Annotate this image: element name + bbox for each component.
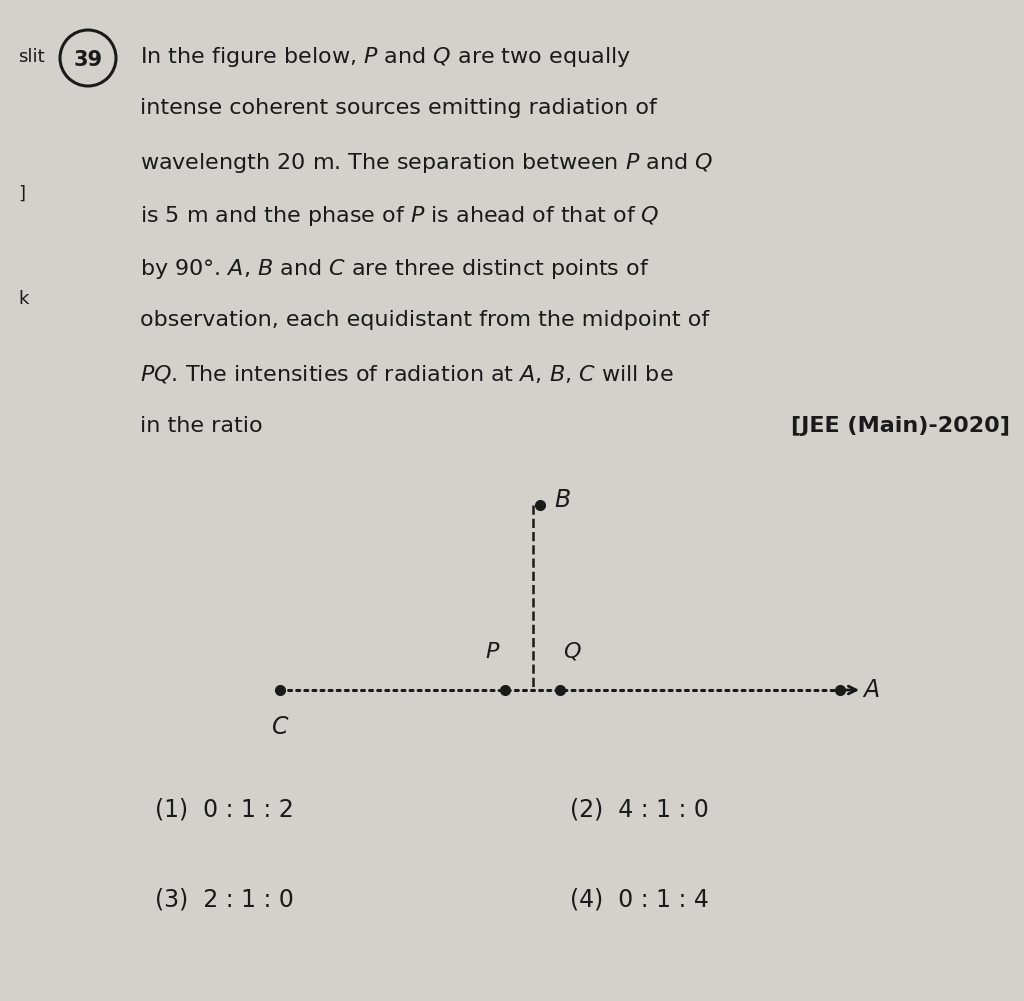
Text: (3)  2 : 1 : 0: (3) 2 : 1 : 0 <box>155 888 294 912</box>
Text: $B$: $B$ <box>554 488 570 512</box>
Text: $C$: $C$ <box>270 715 289 739</box>
Text: is 5 m and the phase of $P$ is ahead of that of $Q$: is 5 m and the phase of $P$ is ahead of … <box>140 204 659 228</box>
Text: $Q$: $Q$ <box>562 640 582 662</box>
Text: [JEE (Main)-2020]: [JEE (Main)-2020] <box>791 416 1010 436</box>
Text: 39: 39 <box>74 50 102 70</box>
Text: $PQ$. The intensities of radiation at $A$, $B$, $C$ will be: $PQ$. The intensities of radiation at $A… <box>140 363 674 385</box>
Text: (4)  0 : 1 : 4: (4) 0 : 1 : 4 <box>570 888 709 912</box>
Text: (2)  4 : 1 : 0: (2) 4 : 1 : 0 <box>570 798 709 822</box>
Text: intense coherent sources emitting radiation of: intense coherent sources emitting radiat… <box>140 98 656 118</box>
Text: (1)  0 : 1 : 2: (1) 0 : 1 : 2 <box>155 798 294 822</box>
Text: in the ratio: in the ratio <box>140 416 262 436</box>
Text: by 90°. $A$, $B$ and $C$ are three distinct points of: by 90°. $A$, $B$ and $C$ are three disti… <box>140 257 649 281</box>
Text: slit: slit <box>18 48 45 66</box>
Text: observation, each equidistant from the midpoint of: observation, each equidistant from the m… <box>140 310 710 330</box>
Text: $A$: $A$ <box>862 678 880 702</box>
Text: k: k <box>18 290 29 308</box>
Text: ]: ] <box>18 185 25 203</box>
Text: In the figure below, $P$ and $Q$ are two equally: In the figure below, $P$ and $Q$ are two… <box>140 45 631 69</box>
Text: wavelength 20 m. The separation between $P$ and $Q$: wavelength 20 m. The separation between … <box>140 151 713 175</box>
Text: $P$: $P$ <box>485 642 501 662</box>
